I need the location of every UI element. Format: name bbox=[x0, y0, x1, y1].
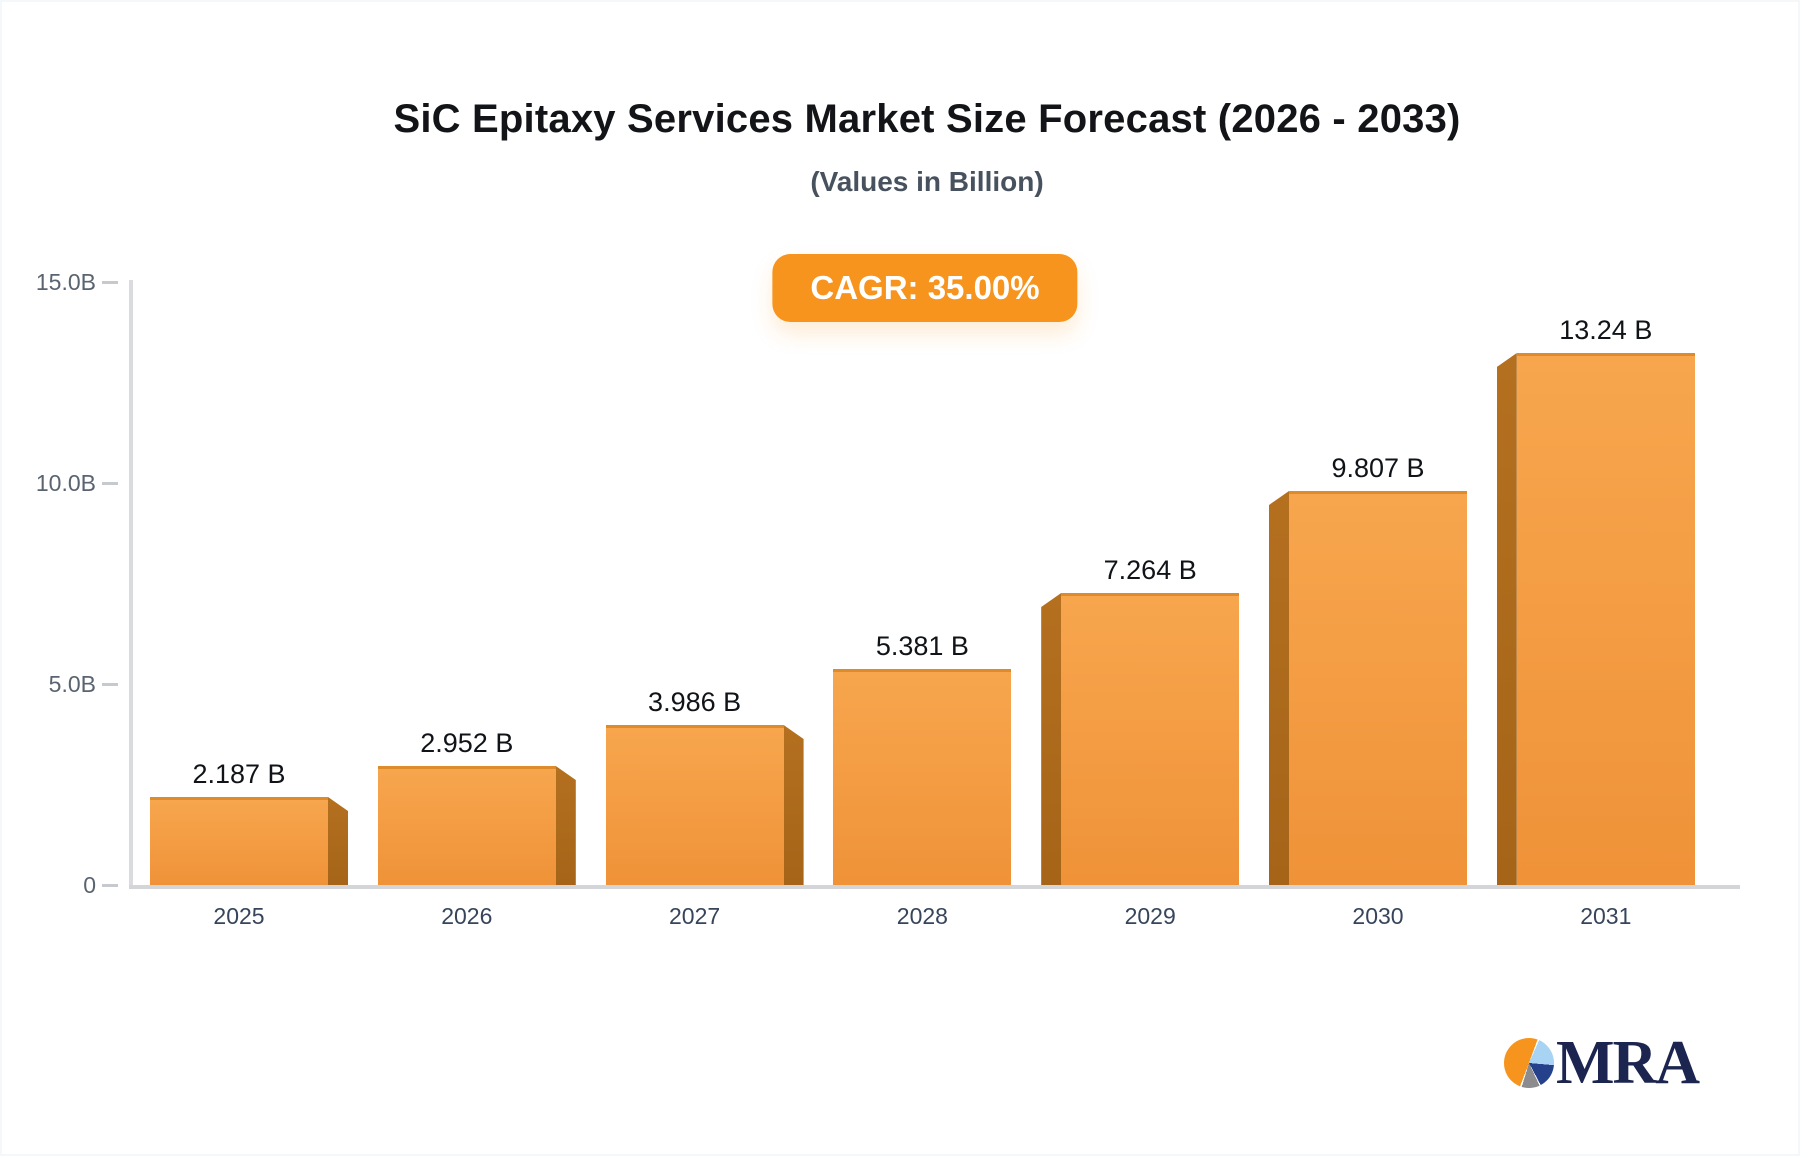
bar-2030 bbox=[1289, 491, 1467, 886]
chart-title: SiC Epitaxy Services Market Size Forecas… bbox=[393, 97, 1461, 141]
chart-subtitle: (Values in Billion) bbox=[810, 166, 1044, 197]
bar-2027 bbox=[605, 725, 784, 886]
x-label-2031: 2031 bbox=[1580, 903, 1632, 929]
bar-value-label: 5.381 B bbox=[875, 631, 969, 661]
y-tick-mark bbox=[102, 482, 118, 485]
bar-2026 bbox=[377, 766, 556, 886]
y-tick-mark bbox=[102, 683, 118, 686]
bar-value-label: 2.187 B bbox=[192, 759, 286, 789]
y-tick-mark bbox=[102, 884, 118, 887]
bar-3d-side bbox=[1041, 593, 1062, 886]
bar-value-label: 13.24 B bbox=[1559, 315, 1653, 345]
bar-3d-side bbox=[1269, 491, 1289, 886]
x-label-2029: 2029 bbox=[1124, 903, 1176, 929]
x-label-2026: 2026 bbox=[441, 903, 493, 929]
bar-3d-side bbox=[1496, 353, 1517, 886]
bar-2025 bbox=[150, 797, 328, 886]
y-tick-mark bbox=[102, 281, 118, 284]
bar-3d-side bbox=[328, 797, 348, 886]
bar-3d-side bbox=[783, 725, 804, 886]
bar-2029 bbox=[1061, 593, 1240, 886]
bar-value-label: 9.807 B bbox=[1331, 453, 1425, 483]
bar-2028 bbox=[833, 669, 1012, 886]
y-tick-label: 10.0B bbox=[35, 470, 96, 496]
x-label-2025: 2025 bbox=[213, 903, 265, 929]
x-label-2030: 2030 bbox=[1352, 903, 1404, 929]
logo-text: MRA bbox=[1556, 1029, 1700, 1097]
bar-value-label: 3.986 B bbox=[648, 687, 742, 717]
x-label-2028: 2028 bbox=[896, 903, 948, 929]
y-axis-line bbox=[129, 280, 133, 889]
x-axis-line bbox=[129, 885, 1740, 889]
bar-3d-side bbox=[555, 766, 576, 886]
bar-value-label: 7.264 B bbox=[1103, 555, 1197, 585]
pie-chart-logo-icon bbox=[1504, 1038, 1554, 1088]
bar-value-label: 2.952 B bbox=[420, 728, 514, 758]
bar-2031 bbox=[1516, 353, 1695, 886]
mra-logo: MRA bbox=[1504, 1029, 1700, 1097]
y-tick-label: 0 bbox=[83, 872, 96, 898]
y-tick-label: 5.0B bbox=[48, 671, 96, 697]
x-label-2027: 2027 bbox=[669, 903, 721, 929]
cagr-badge: CAGR: 35.00% bbox=[772, 254, 1078, 322]
y-tick-label: 15.0B bbox=[35, 269, 96, 295]
